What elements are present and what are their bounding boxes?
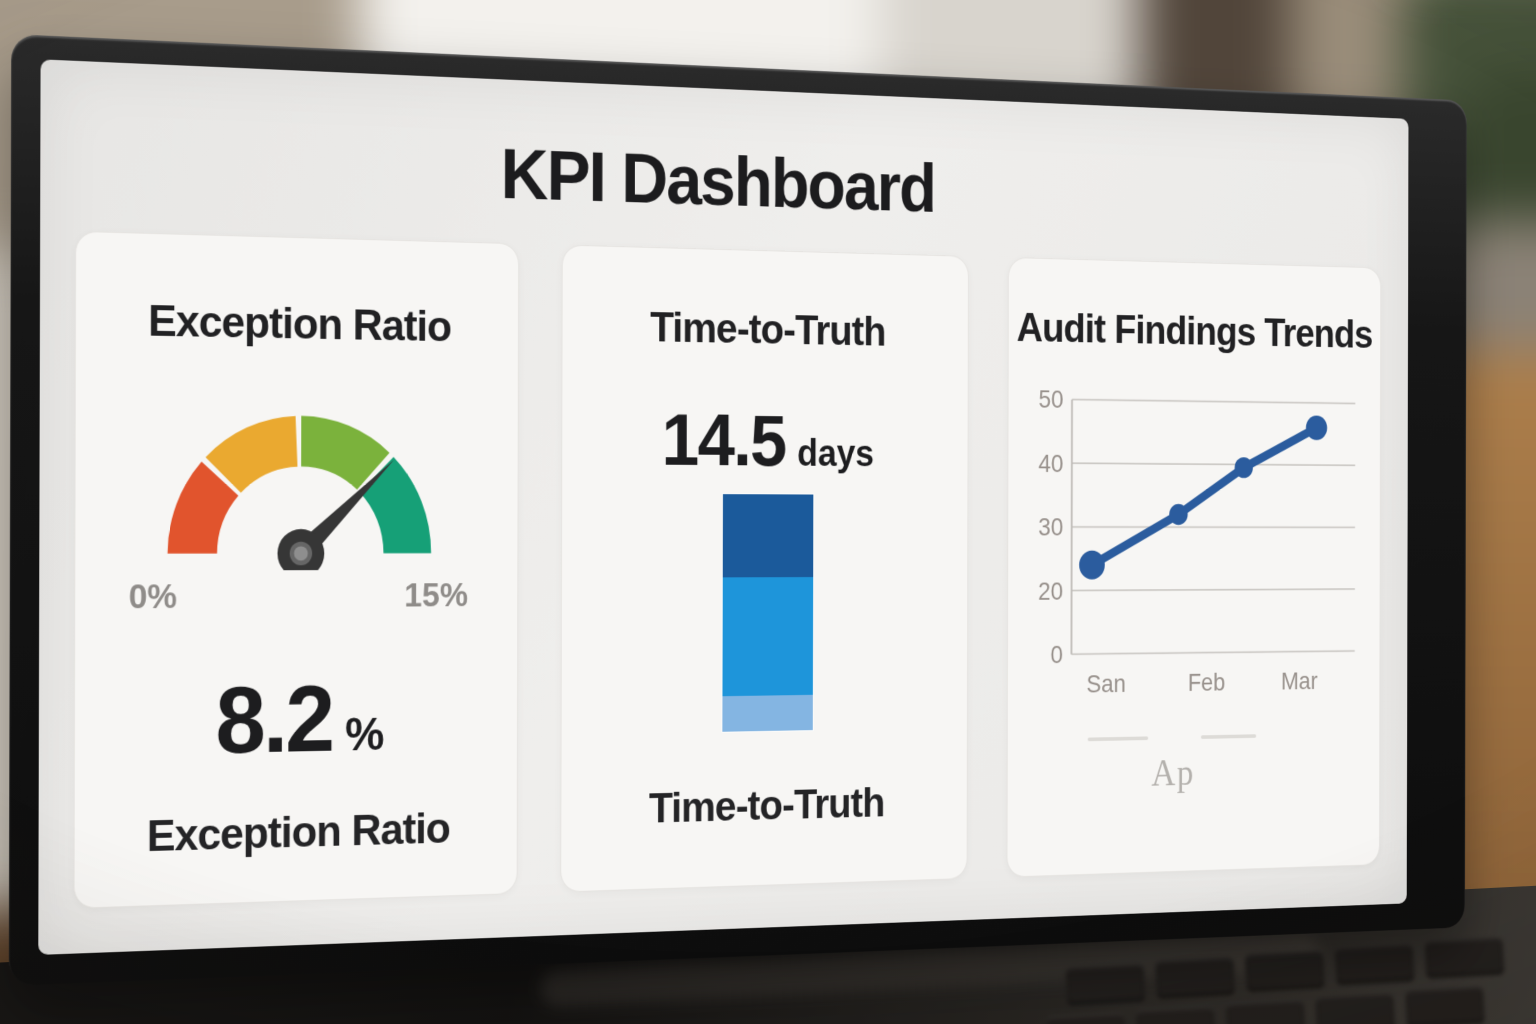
gridline (1072, 651, 1355, 654)
gauge-chart (125, 368, 472, 579)
kpi-unit: days (797, 433, 875, 475)
bar-segment (723, 494, 814, 578)
gridline (1072, 400, 1355, 404)
gauge-min-label: 0% (128, 577, 178, 616)
kpi-number: 8.2 (215, 666, 333, 774)
kpi-number: 14.5 (661, 397, 786, 482)
ghost-text: Ap (1151, 752, 1195, 795)
card-title: Exception Ratio (147, 295, 452, 351)
kpi-value: 8.2 % (215, 665, 384, 775)
card-exception-ratio: Exception Ratio 0% 15% 8.2 % Exception R… (73, 230, 520, 909)
y-tick-label: 20 (1038, 576, 1063, 604)
keyboard-key (1244, 949, 1325, 992)
x-tick-label: Feb (1188, 668, 1225, 696)
ghost-marks (1007, 732, 1379, 743)
ghost-dash (1200, 734, 1256, 739)
card-audit-findings-trends: Audit Findings Trends 50 40 30 20 0 San Feb Mar… (1006, 257, 1382, 878)
gauge-axis-labels: 0% 15% (125, 576, 472, 617)
card-title: Time-to-Truth (649, 302, 886, 355)
keyboard-key (1315, 992, 1396, 1024)
data-point (1169, 503, 1189, 525)
keyboard-key (1135, 1005, 1216, 1024)
laptop-bezel: KPI Dashboard Exception Ratio 0% 15% 8.2… (8, 34, 1467, 987)
y-axis (1072, 400, 1073, 655)
bar-segment (722, 576, 814, 697)
card-time-to-truth: Time-to-Truth 14.5 days Time-to-Truth (560, 244, 969, 893)
line-chart: 50 40 30 20 0 San Feb Mar (1027, 389, 1362, 718)
card-title: Audit Findings Trends (1016, 303, 1373, 357)
card-footer-label: Time-to-Truth (648, 778, 885, 833)
data-point (1234, 457, 1254, 479)
gridline (1072, 463, 1355, 465)
x-tick-label: Mar (1281, 667, 1318, 695)
y-tick-label: 30 (1039, 513, 1064, 541)
gauge-max-label: 15% (404, 576, 469, 614)
line-chart-svg: 50 40 30 20 0 San Feb Mar (1038, 389, 1362, 698)
gauge-hub-center (294, 546, 309, 561)
stacked-bar-chart (721, 493, 815, 733)
card-footer-label: Exception Ratio (146, 802, 450, 861)
y-tick-label: 50 (1039, 389, 1064, 413)
kpi-value: 14.5 days (662, 397, 875, 484)
cards-row: Exception Ratio 0% 15% 8.2 % Exception R… (38, 200, 1408, 955)
keyboard-key (1225, 999, 1306, 1024)
keyboard-key (1334, 943, 1415, 986)
bar-segment (722, 694, 814, 732)
gauge-svg (167, 414, 432, 579)
keyboard-key (1065, 963, 1146, 1006)
gridline (1072, 589, 1355, 590)
keyboard-key (1155, 956, 1236, 999)
kpi-unit: % (345, 708, 385, 761)
gauge-hub-ring (289, 541, 313, 566)
y-tick-label: 0 (1051, 640, 1064, 668)
ghost-dash (1087, 736, 1149, 742)
gauge-hub (277, 529, 325, 579)
dashboard-screen: KPI Dashboard Exception Ratio 0% 15% 8.2… (38, 59, 1409, 955)
data-point (1306, 415, 1328, 441)
data-point (1079, 550, 1106, 580)
trend-line (1092, 425, 1317, 565)
keyboard-key (1045, 1012, 1126, 1024)
keyboard-key (1424, 936, 1505, 979)
keyboard-key (1405, 985, 1485, 1024)
y-tick-label: 40 (1039, 449, 1064, 477)
x-tick-label: San (1087, 669, 1126, 698)
